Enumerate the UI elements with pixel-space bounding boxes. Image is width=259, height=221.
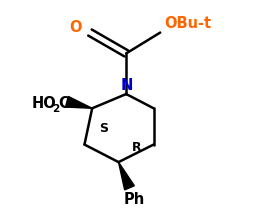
Text: O: O	[69, 19, 82, 34]
Text: OBu-t: OBu-t	[165, 16, 212, 31]
Polygon shape	[119, 162, 134, 190]
Text: Ph: Ph	[123, 192, 145, 207]
Text: 2: 2	[52, 104, 60, 114]
Text: C: C	[58, 96, 69, 111]
Text: S: S	[99, 122, 108, 135]
Text: HO: HO	[32, 96, 56, 111]
Polygon shape	[66, 96, 92, 108]
Text: R: R	[132, 141, 142, 154]
Text: N: N	[121, 78, 133, 93]
